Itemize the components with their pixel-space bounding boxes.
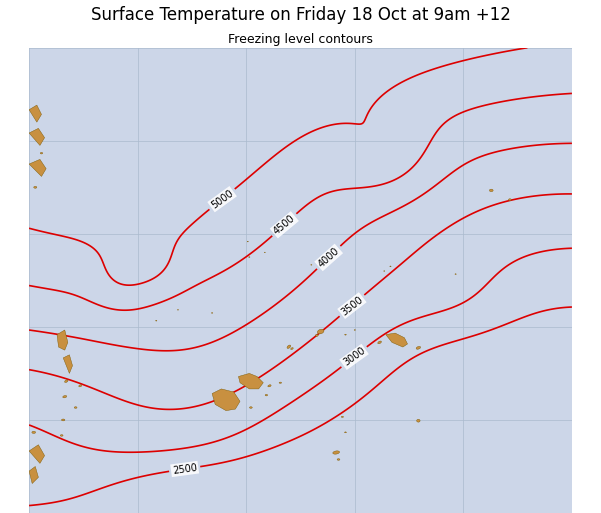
Polygon shape	[489, 189, 493, 192]
Polygon shape	[378, 341, 382, 344]
Polygon shape	[63, 355, 73, 373]
Polygon shape	[34, 186, 37, 188]
Polygon shape	[57, 330, 68, 350]
Polygon shape	[212, 312, 213, 313]
Polygon shape	[345, 334, 346, 335]
Polygon shape	[337, 459, 340, 460]
Polygon shape	[63, 396, 67, 398]
Polygon shape	[341, 416, 343, 418]
Polygon shape	[416, 346, 421, 349]
Polygon shape	[291, 348, 293, 349]
Polygon shape	[344, 432, 346, 433]
Polygon shape	[29, 160, 46, 176]
Polygon shape	[287, 345, 291, 348]
Polygon shape	[386, 333, 407, 347]
Polygon shape	[317, 329, 324, 334]
Text: 5000: 5000	[209, 188, 235, 210]
Polygon shape	[29, 466, 38, 484]
Polygon shape	[416, 419, 420, 422]
Polygon shape	[264, 252, 265, 253]
Polygon shape	[247, 241, 248, 242]
Polygon shape	[354, 329, 355, 330]
Polygon shape	[29, 105, 41, 122]
Text: 4500: 4500	[272, 213, 297, 236]
Polygon shape	[79, 385, 82, 387]
Polygon shape	[212, 389, 240, 410]
Polygon shape	[177, 309, 178, 310]
Polygon shape	[239, 373, 263, 389]
Polygon shape	[268, 385, 271, 387]
Text: 4000: 4000	[316, 246, 341, 269]
Polygon shape	[156, 320, 157, 321]
Text: 3000: 3000	[341, 346, 367, 368]
Polygon shape	[32, 431, 35, 433]
Polygon shape	[60, 435, 63, 436]
Text: 2500: 2500	[172, 462, 198, 476]
Polygon shape	[316, 334, 318, 337]
Polygon shape	[333, 451, 340, 454]
Polygon shape	[508, 199, 511, 201]
Polygon shape	[40, 152, 43, 154]
Polygon shape	[29, 445, 44, 463]
Polygon shape	[74, 407, 77, 408]
Polygon shape	[249, 407, 252, 408]
Polygon shape	[390, 266, 391, 267]
Text: Freezing level contours: Freezing level contours	[228, 33, 373, 46]
Polygon shape	[64, 380, 68, 383]
Polygon shape	[279, 382, 282, 383]
Text: Surface Temperature on Friday 18 Oct at 9am +12: Surface Temperature on Friday 18 Oct at …	[91, 6, 510, 24]
Polygon shape	[249, 256, 250, 258]
Polygon shape	[29, 128, 44, 145]
Text: 3500: 3500	[339, 294, 365, 317]
Polygon shape	[265, 394, 267, 396]
Polygon shape	[61, 419, 65, 421]
